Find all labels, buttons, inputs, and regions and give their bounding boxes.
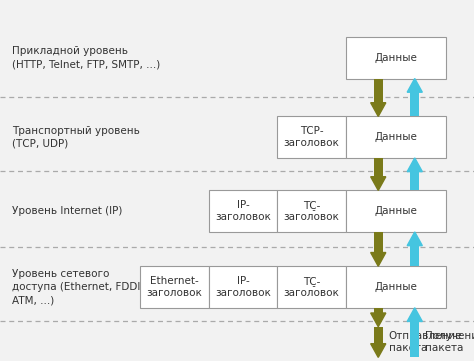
Bar — [410, 321, 419, 357]
Polygon shape — [371, 253, 386, 266]
Bar — [374, 308, 383, 313]
Polygon shape — [371, 313, 386, 327]
Text: ТСР-
заголовок: ТСР- заголовок — [284, 126, 339, 148]
Polygon shape — [407, 308, 422, 322]
Bar — [277, 191, 346, 232]
Bar — [277, 116, 346, 158]
Bar — [374, 79, 383, 103]
Bar — [374, 327, 383, 344]
Text: Данные: Данные — [374, 206, 417, 216]
Bar — [209, 191, 277, 232]
Text: IP-
заголовок: IP- заголовок — [215, 200, 271, 222]
Bar — [410, 92, 419, 116]
Text: Данные: Данные — [374, 53, 417, 63]
Text: Получение
пакета: Получение пакета — [425, 331, 474, 353]
Text: ТС̠-
заголовок: ТС̠- заголовок — [284, 276, 339, 298]
Text: Транспортный уровень
(ТСР, UDP): Транспортный уровень (ТСР, UDP) — [12, 126, 140, 149]
Text: Уровень Internet (IP): Уровень Internet (IP) — [12, 206, 122, 216]
Bar — [346, 116, 446, 158]
Bar — [410, 245, 419, 266]
Polygon shape — [407, 232, 422, 245]
Bar — [374, 158, 383, 177]
Bar — [346, 37, 446, 78]
Bar — [346, 266, 446, 308]
Bar — [277, 266, 346, 308]
Text: ТС̠-
заголовок: ТС̠- заголовок — [284, 200, 339, 222]
Polygon shape — [407, 78, 422, 92]
Text: Данные: Данные — [374, 282, 417, 292]
Text: Ethernet-
заголовок: Ethernet- заголовок — [146, 276, 202, 298]
Bar — [410, 172, 419, 191]
Bar — [374, 232, 383, 253]
Bar — [346, 191, 446, 232]
Bar — [209, 266, 277, 308]
Text: Отправление
пакета: Отправление пакета — [389, 331, 462, 353]
Text: Данные: Данные — [374, 132, 417, 142]
Bar — [140, 266, 209, 308]
Polygon shape — [371, 344, 386, 357]
Text: IP-
заголовок: IP- заголовок — [215, 276, 271, 298]
Polygon shape — [407, 158, 422, 172]
Text: Прикладной уровень
(HTTP, Telnet, FTP, SMTP, ...): Прикладной уровень (HTTP, Telnet, FTP, S… — [12, 46, 160, 69]
Polygon shape — [371, 103, 386, 116]
Polygon shape — [371, 177, 386, 191]
Text: Уровень сетевого
доступа (Ethernet, FDDI,
ATM, ...): Уровень сетевого доступа (Ethernet, FDDI… — [12, 269, 144, 305]
